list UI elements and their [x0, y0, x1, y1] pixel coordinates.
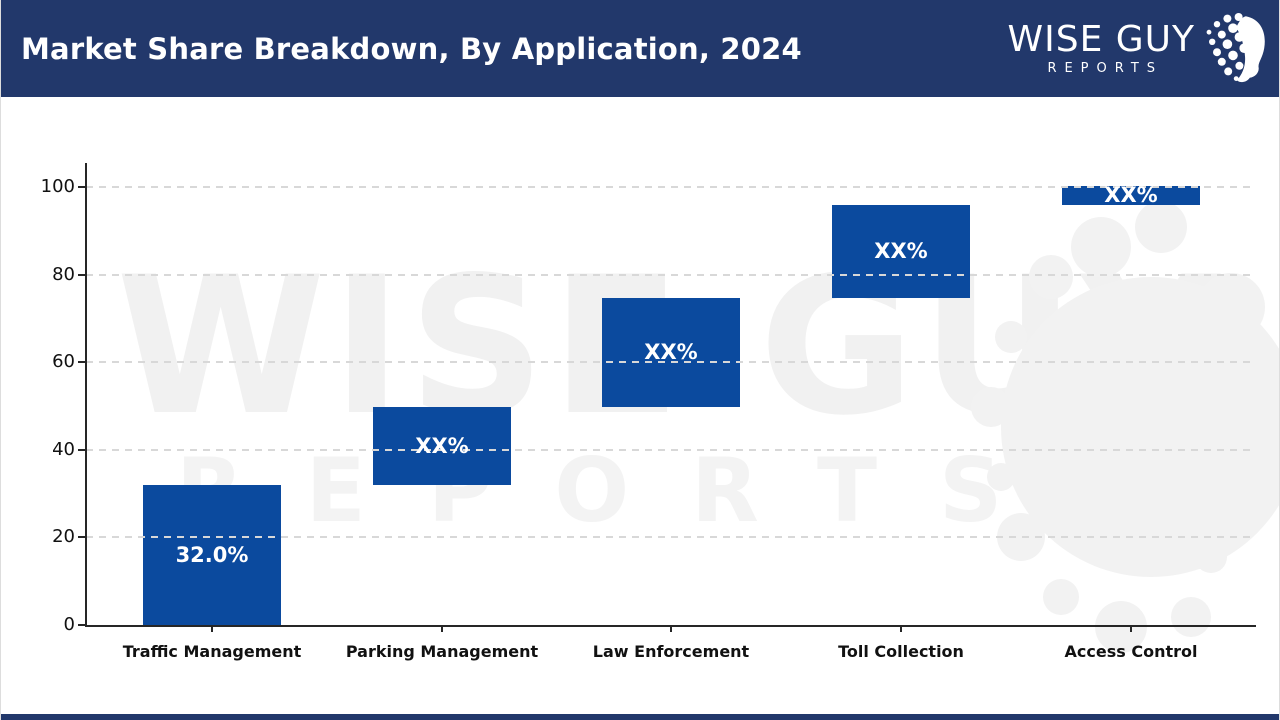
chart-title: Market Share Breakdown, By Application, … — [21, 31, 802, 66]
x-category-label-3: Toll Collection — [838, 642, 964, 661]
y-tick-40 — [78, 448, 85, 451]
brand-subtitle: REPORTS — [1047, 60, 1164, 76]
y-tick-100 — [78, 186, 85, 188]
watermark-text-reports: REPORTS — [176, 439, 1065, 542]
x-tick-2 — [670, 627, 672, 632]
y-tick-label-80: 80 — [52, 263, 75, 285]
bar-2 — [602, 297, 740, 407]
x-category-label-4: Access Control — [1064, 642, 1198, 661]
y-tick-label-40: 40 — [52, 438, 75, 460]
y-tick-label-60: 60 — [52, 351, 75, 373]
bar-value-label-0: 32.0% — [175, 542, 249, 567]
y-axis-line — [85, 163, 87, 627]
bar-value-label-3: XX% — [874, 239, 928, 264]
x-tick-1 — [441, 627, 443, 632]
chart-canvas: WISE GUY REPORTS 0 20 40 60 80 100 32.0% XX% XX%… — [1, 97, 1279, 714]
y-tick-20 — [78, 536, 85, 539]
bar-value-label-1: XX% — [415, 433, 469, 458]
footer-bar — [1, 714, 1279, 720]
brand-name: WISE GUY — [1007, 18, 1195, 60]
x-category-label-2: Law Enforcement — [592, 642, 750, 661]
bar-1 — [373, 406, 511, 485]
x-tick-4 — [1130, 627, 1132, 632]
bar-value-label-4: XX% — [1104, 183, 1158, 208]
brand-logo-text: WISE GUY REPORTS — [1007, 18, 1196, 76]
header-bar: Market Share Breakdown, By Application, … — [1, 0, 1279, 97]
bar-value-label-2: XX% — [644, 340, 698, 365]
gridline-60 — [86, 361, 1256, 364]
x-axis-line — [86, 625, 1256, 627]
y-tick-label-20: 20 — [52, 526, 75, 548]
y-tick-label-100: 100 — [40, 176, 75, 197]
x-category-label-1: Parking Management — [345, 642, 539, 661]
dotted-head-profile-icon — [1206, 12, 1265, 82]
x-tick-0 — [211, 627, 213, 632]
y-tick-label-0: 0 — [63, 614, 75, 635]
brand-logo: WISE GUY REPORTS — [1008, 7, 1266, 91]
x-category-label-0: Traffic Management — [122, 642, 302, 661]
x-tick-3 — [900, 627, 902, 632]
bar-0 — [143, 484, 281, 625]
gridline-80 — [86, 273, 1256, 276]
bar-3 — [832, 204, 970, 298]
y-tick-0 — [78, 624, 85, 626]
watermark-face-icon — [971, 201, 1279, 653]
y-tick-80 — [78, 273, 85, 276]
gridline-20 — [86, 536, 1256, 539]
gridline-100 — [86, 186, 1256, 188]
gridline-40 — [86, 448, 1256, 451]
y-tick-60 — [78, 361, 85, 364]
bar-4 — [1062, 185, 1200, 205]
